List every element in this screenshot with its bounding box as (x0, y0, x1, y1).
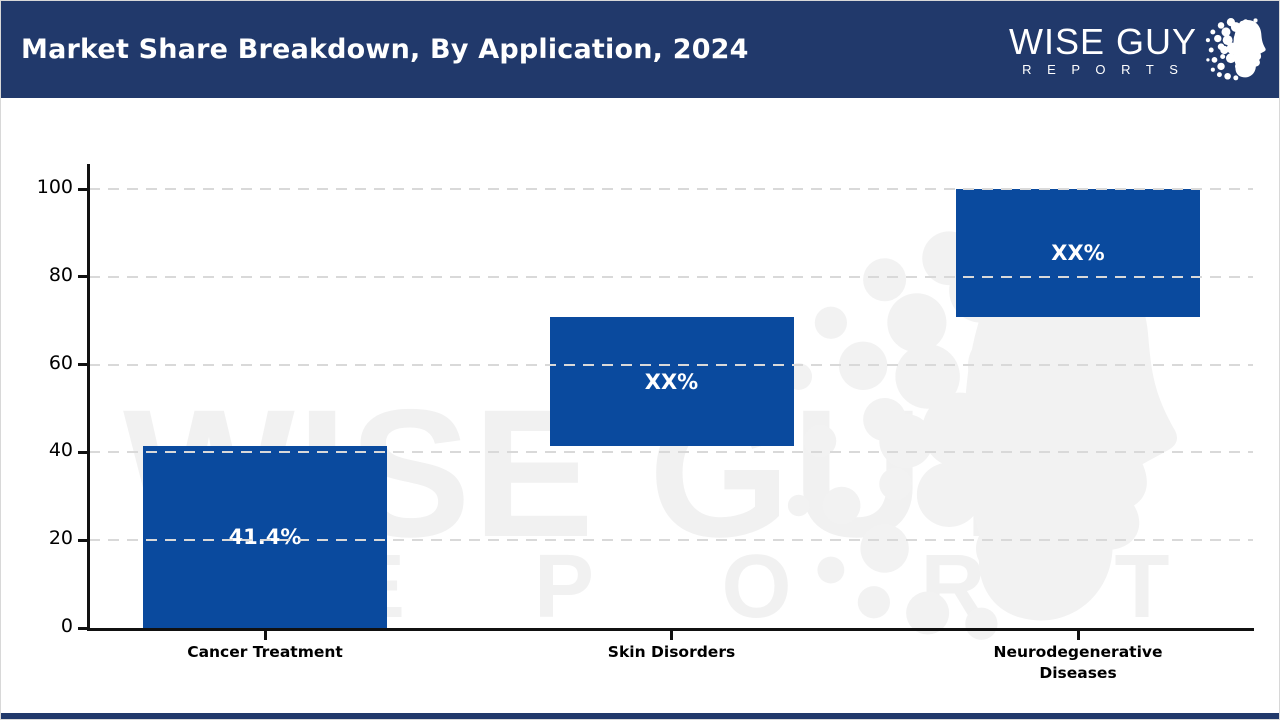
y-tick-100 (78, 187, 88, 191)
gridline-80 (89, 275, 1253, 278)
y-tick-0 (78, 626, 88, 630)
x-tick (263, 631, 267, 640)
x-tick (670, 631, 673, 640)
y-tick-label-40: 40 (48, 439, 73, 462)
x-tick (1076, 631, 1080, 640)
gridline-40 (89, 451, 1253, 454)
brand-logo-text: WISE GUY R E P O R T S (1009, 23, 1197, 77)
bar-segment: XX% (549, 317, 794, 447)
brand-name: WISE GUY (1008, 21, 1197, 63)
y-tick-40 (78, 450, 88, 454)
gridline-60 (89, 363, 1253, 366)
y-tick-label-20: 20 (48, 527, 73, 550)
y-tick-60 (78, 363, 88, 367)
bar-segment: XX% (956, 189, 1200, 318)
y-tick-80 (78, 275, 88, 279)
dotted-face-profile-icon (1203, 14, 1267, 86)
y-tick-label-100: 100 (36, 176, 73, 198)
y-axis-line (87, 164, 90, 631)
gridline-20 (89, 539, 1253, 542)
page-title: Market Share Breakdown, By Application, … (21, 34, 749, 65)
bar-value-label: XX% (644, 369, 699, 394)
brand-logo: WISE GUY R E P O R T S (1009, 9, 1267, 91)
brand-subtitle: R E P O R T S (1022, 61, 1184, 77)
x-category-label: Cancer Treatment (187, 643, 343, 661)
x-category-label: Neurodegenerative Diseases (993, 643, 1163, 682)
footer-bar (1, 713, 1279, 719)
y-tick-label-60: 60 (48, 351, 73, 374)
x-axis-line (87, 628, 1254, 631)
bar-segment: 41.4% (143, 446, 387, 628)
y-tick-label-0: 0 (60, 615, 73, 637)
header-bar: Market Share Breakdown, By Application, … (1, 1, 1279, 98)
bar-value-label: XX% (1051, 241, 1105, 266)
y-tick-label-80: 80 (48, 263, 73, 286)
y-tick-20 (78, 538, 88, 542)
bar-value-label: 41.4% (228, 525, 302, 550)
gridline-100 (89, 188, 1253, 190)
x-category-label: Skin Disorders (607, 643, 736, 661)
